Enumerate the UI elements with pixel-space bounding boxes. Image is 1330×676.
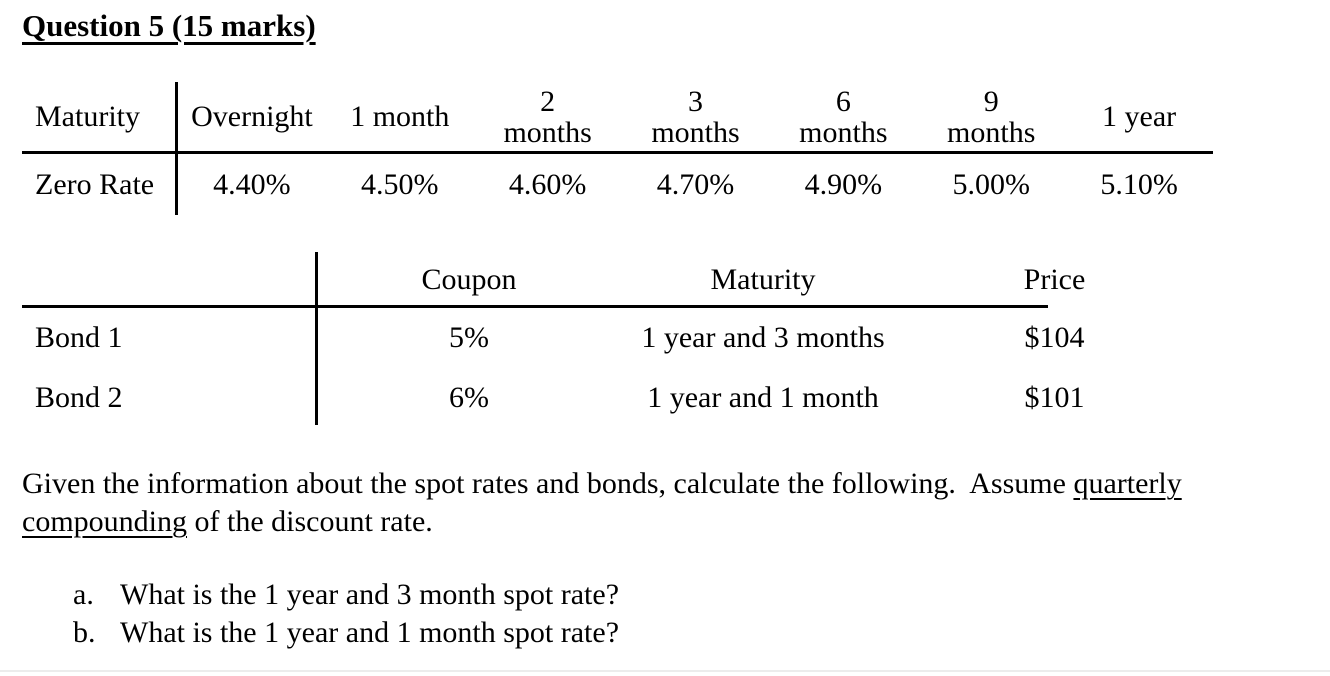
rates-table-corner-header: Maturity — [22, 82, 178, 154]
bonds-table-vertical-rule — [315, 252, 318, 425]
maturity-header-6-months: 6 months — [769, 82, 918, 154]
maturity-header-9-months: 9 months — [917, 82, 1066, 154]
instructions-text-after: of the discount rate. — [187, 505, 433, 538]
zero-rate-row-label: Zero Rate — [22, 154, 178, 215]
bond-1-price: $104 — [1024, 321, 1085, 354]
bond-2-label: Bond 2 — [35, 381, 123, 414]
instructions-underlined-compounding: compounding — [22, 505, 187, 538]
maturity-column-header: Maturity — [710, 263, 816, 296]
question-a-marker: a. — [73, 578, 94, 611]
question-b-text: What is the 1 year and 1 month spot rate… — [120, 616, 620, 649]
bonds-table-grid: Coupon Maturity Price Bond 1 5% 1 year a… — [22, 252, 1202, 428]
zero-rate-1-month: 4.50% — [361, 168, 439, 201]
page-title: Question 5 (15 marks) — [22, 8, 316, 43]
zero-rate-9-months: 5.00% — [952, 168, 1030, 201]
zero-rate-overnight: 4.40% — [213, 168, 291, 201]
zero-rate-2-months: 4.60% — [508, 168, 587, 201]
question-item-a: a. What is the 1 year and 3 month spot r… — [73, 576, 619, 614]
instructions-text-before: Given the information about the spot rat… — [22, 467, 1074, 500]
zero-rate-3-months: 4.70% — [656, 168, 735, 201]
zero-rate-1-year: 5.10% — [1100, 168, 1178, 201]
bonds-table-empty-corner — [22, 252, 319, 308]
maturity-header-1-month: 1 month — [325, 82, 474, 154]
bonds-table-header-rule — [22, 305, 1048, 308]
questions-list: a. What is the 1 year and 3 month spot r… — [73, 576, 619, 652]
bond-1-coupon: 5% — [449, 321, 489, 354]
question-a-text: What is the 1 year and 3 month spot rate… — [120, 578, 620, 611]
maturity-header-2-months: 2 months — [473, 82, 622, 154]
bond-2-price: $101 — [1024, 381, 1085, 414]
maturity-header-3-months: 3 months — [621, 82, 770, 154]
bond-2-coupon: 6% — [449, 381, 489, 414]
screenshot-bottom-edge — [0, 670, 1330, 672]
question-item-b: b. What is the 1 year and 1 month spot r… — [73, 614, 619, 652]
bond-2-maturity: 1 year and 1 month — [647, 381, 879, 414]
bond-1-label: Bond 1 — [35, 321, 123, 354]
price-column-header: Price — [1023, 263, 1086, 296]
bond-1-maturity: 1 year and 3 months — [641, 321, 885, 354]
instructions-underlined-quarterly: quarterly — [1073, 467, 1182, 500]
maturity-header-1-year: 1 year — [1065, 82, 1213, 154]
maturity-header-overnight: Overnight — [178, 82, 326, 154]
question-b-marker: b. — [73, 616, 96, 649]
coupon-column-header: Coupon — [421, 263, 517, 296]
instructions-paragraph: Given the information about the spot rat… — [22, 465, 1327, 541]
zero-rate-6-months: 4.90% — [804, 168, 883, 201]
zero-rates-table: Maturity Overnight 1 month 2 months 3 mo… — [22, 82, 1213, 215]
bonds-table: Coupon Maturity Price Bond 1 5% 1 year a… — [22, 252, 1202, 428]
